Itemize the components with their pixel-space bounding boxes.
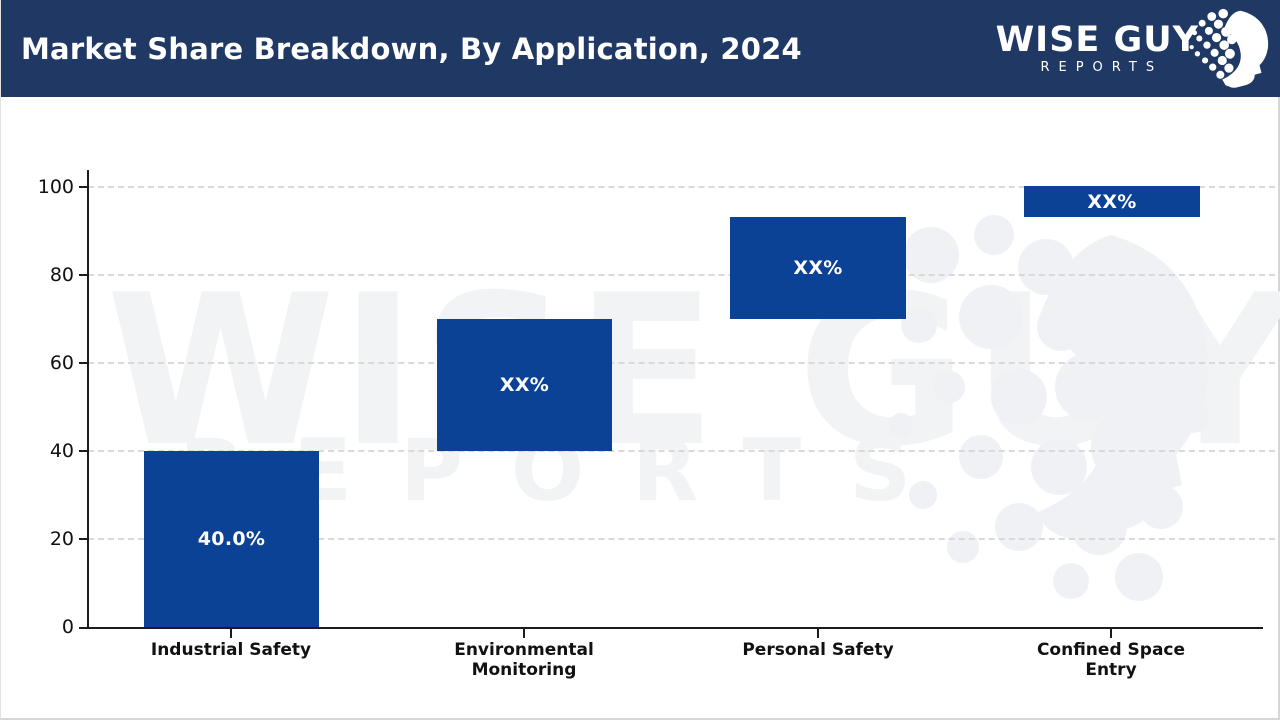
y-axis-line <box>87 170 89 629</box>
bar-value-label: 40.0% <box>197 528 266 550</box>
x-category-label-confined-space-entry: Confined Space Entry <box>1036 640 1186 680</box>
gridline-80 <box>88 274 1275 276</box>
bar-value-label: XX% <box>499 374 550 396</box>
y-tickmark <box>79 274 88 276</box>
y-tickmark <box>79 538 88 540</box>
y-tick-label: 20 <box>49 528 74 550</box>
gridline-100 <box>88 186 1275 188</box>
y-tickmark <box>79 362 88 364</box>
bar-environmental-monitoring: XX% <box>437 319 612 451</box>
header-bar: Market Share Breakdown, By Application, … <box>1 0 1280 97</box>
bar-value-label: XX% <box>793 257 843 279</box>
bar-industrial-safety: 40.0% <box>144 451 319 627</box>
x-axis-line <box>87 627 1263 629</box>
bar-value-label: XX% <box>1087 190 1137 213</box>
watermark-dotted-head-icon <box>889 215 1209 601</box>
gridline-20 <box>88 538 1275 540</box>
x-tickmark <box>230 629 232 638</box>
y-tickmark <box>79 450 88 452</box>
y-tick-label: 0 <box>61 616 74 638</box>
y-tick-label: 80 <box>49 264 74 286</box>
logo-reports-text: REPORTS <box>1040 60 1164 75</box>
x-tickmark <box>1110 629 1112 638</box>
y-tickmark <box>79 186 88 188</box>
bar-personal-safety: XX% <box>730 217 906 319</box>
x-tickmark <box>817 629 819 638</box>
bar-confined-space-entry: XX% <box>1024 186 1200 217</box>
y-tick-label: 100 <box>37 176 74 198</box>
x-category-label-industrial-safety: Industrial Safety <box>150 640 312 660</box>
x-category-label-personal-safety: Personal Safety <box>742 640 894 660</box>
gridline-40 <box>88 450 1275 452</box>
page-title: Market Share Breakdown, By Application, … <box>21 31 802 66</box>
wise-guy-reports-logo: WISE GUY REPORTS <box>996 5 1280 93</box>
x-category-label-environmental-monitoring: Environmental Monitoring <box>454 640 594 680</box>
logo-wiseguy-text: WISE GUY <box>995 20 1199 60</box>
dotted-head-profile-icon <box>1189 8 1269 88</box>
x-tickmark <box>523 629 525 638</box>
y-tickmark <box>79 627 88 629</box>
logo-wordmark: WISE GUY REPORTS <box>995 20 1199 75</box>
y-tick-label: 40 <box>49 440 74 462</box>
gridline-60 <box>88 362 1275 364</box>
y-tick-label: 60 <box>49 352 74 374</box>
